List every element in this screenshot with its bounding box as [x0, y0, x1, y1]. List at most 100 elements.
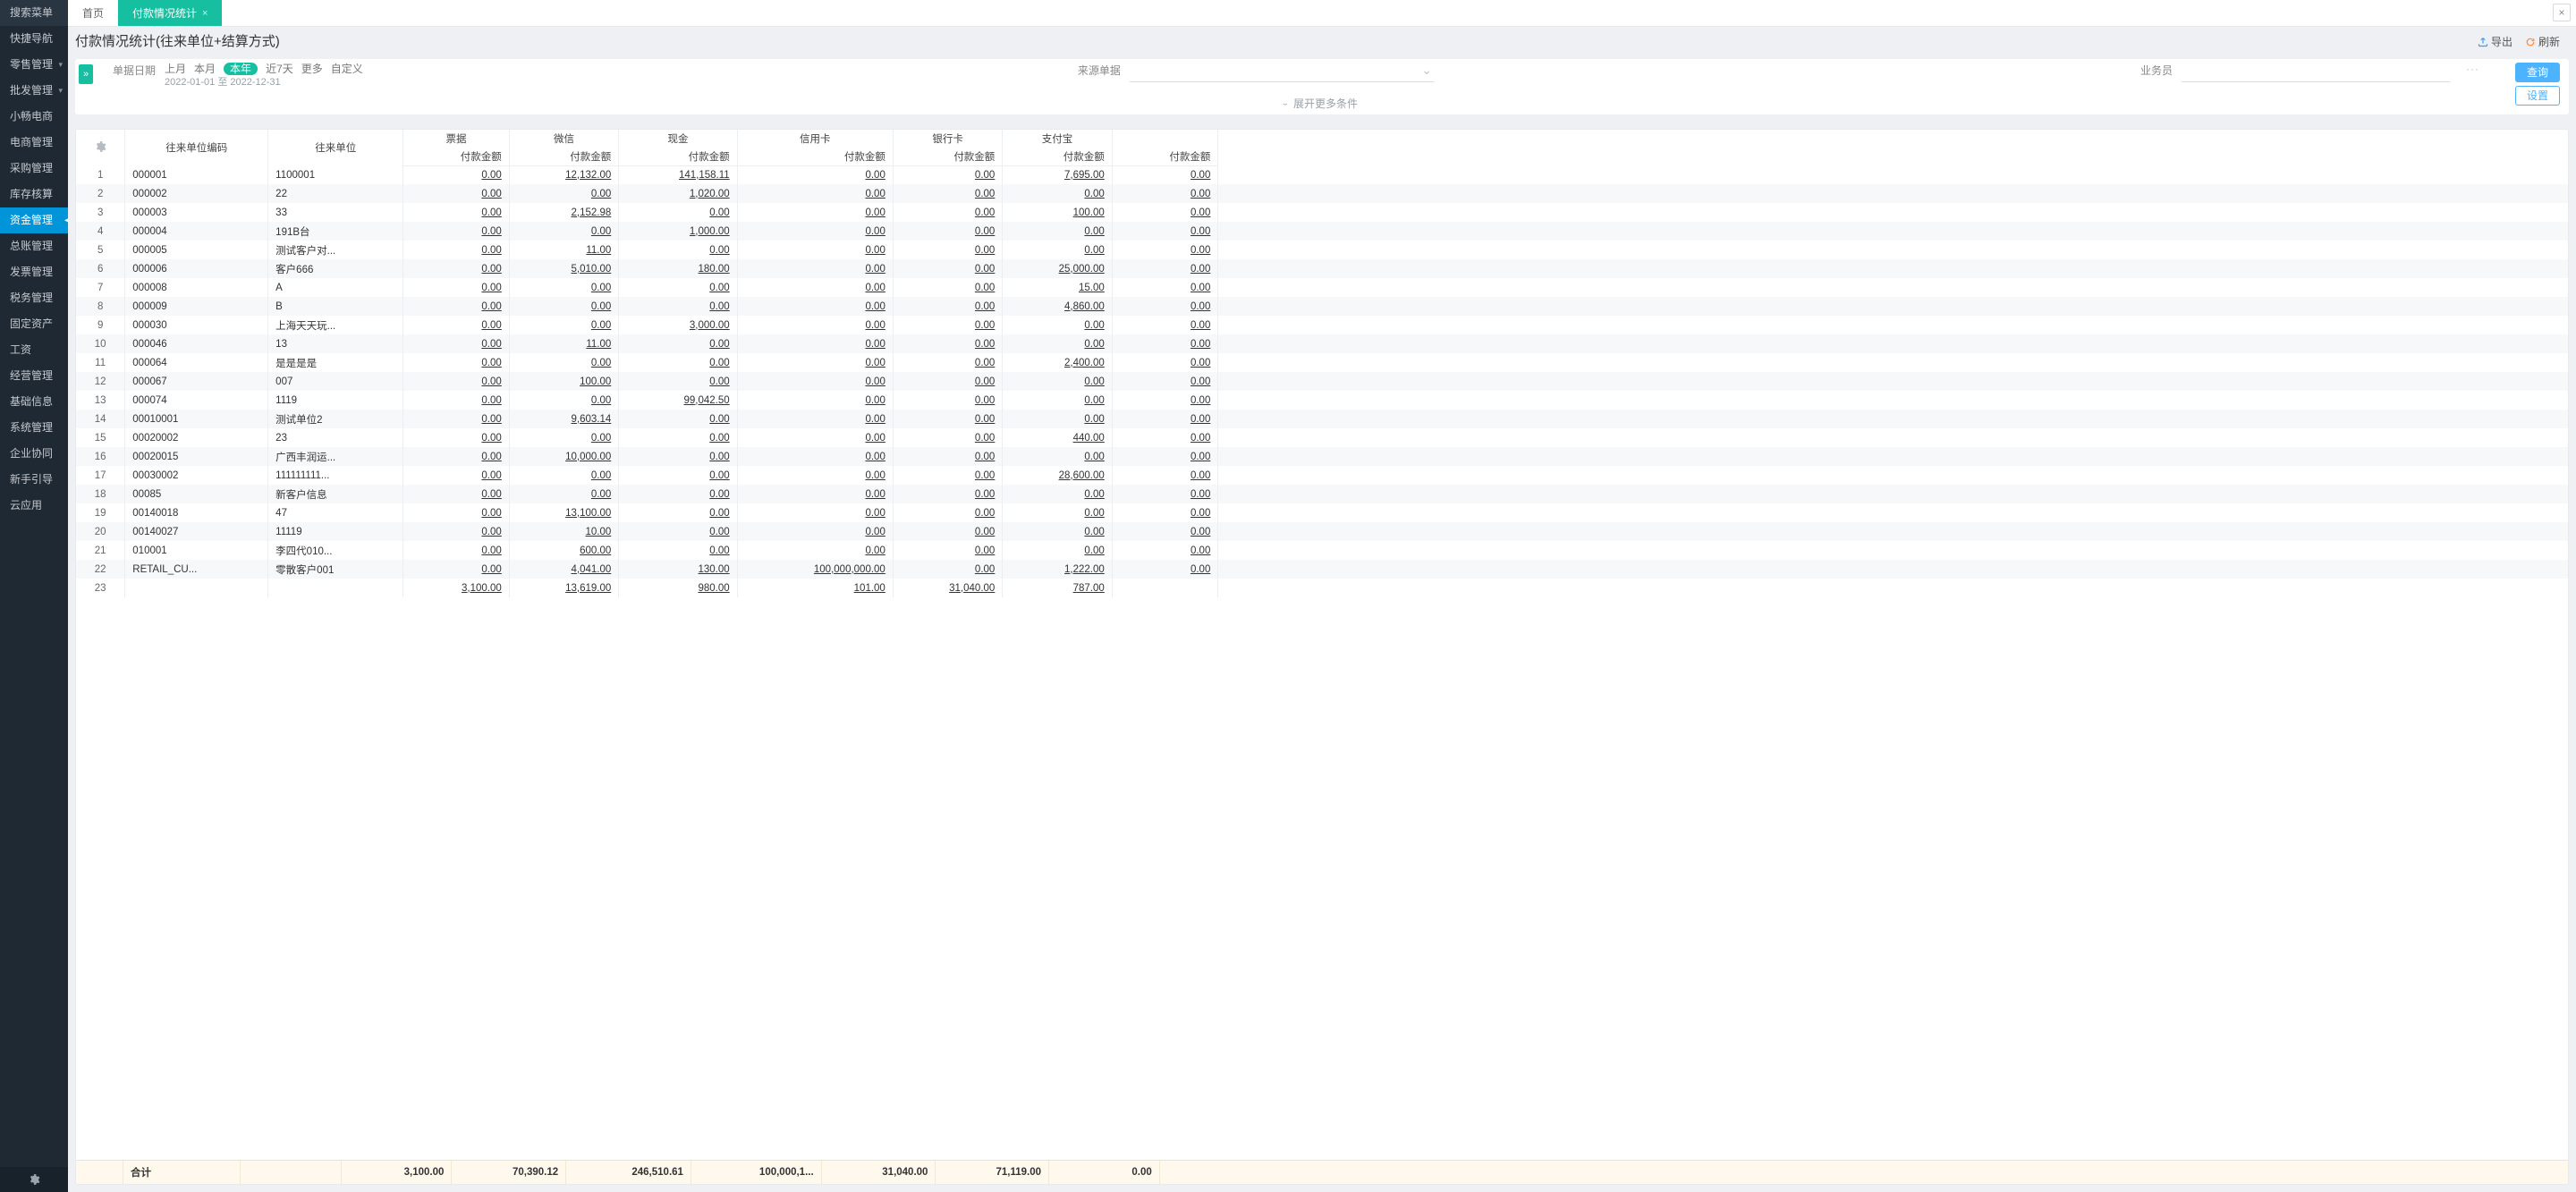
amount-link[interactable]: 9,603.14: [572, 414, 612, 425]
amount-link[interactable]: 141,158.11: [679, 170, 730, 181]
amount-link[interactable]: 0.00: [975, 264, 995, 275]
table-row[interactable]: 21010001李四代010...0.00600.000.000.000.000…: [76, 541, 2568, 560]
amount-link[interactable]: 0.00: [709, 207, 729, 218]
table-row[interactable]: 7000008A0.000.000.000.000.0015.000.00: [76, 278, 2568, 297]
amount-link[interactable]: 0.00: [591, 301, 611, 312]
amount-link[interactable]: 100,000,000.00: [814, 564, 886, 575]
nav-item[interactable]: 税务管理: [0, 285, 68, 311]
col-header[interactable]: 付款金额: [1112, 148, 1218, 165]
amount-link[interactable]: 99,042.50: [684, 395, 730, 406]
nav-item[interactable]: 工资: [0, 337, 68, 363]
col-header[interactable]: 付款金额: [619, 148, 737, 165]
amount-link[interactable]: 1,222.00: [1064, 564, 1105, 575]
amount-link[interactable]: 0.00: [481, 470, 501, 481]
refresh-button[interactable]: 刷新: [2525, 27, 2560, 57]
amount-link[interactable]: 0.00: [709, 508, 729, 519]
export-button[interactable]: 导出: [2478, 27, 2512, 57]
table-row[interactable]: 4000004191B台0.000.001,000.000.000.000.00…: [76, 222, 2568, 241]
amount-link[interactable]: 0.00: [481, 376, 501, 387]
nav-item[interactable]: 发票管理: [0, 259, 68, 285]
amount-link[interactable]: 0.00: [975, 489, 995, 500]
amount-link[interactable]: 4,041.00: [572, 564, 612, 575]
table-row[interactable]: 9000030上海天天玩...0.000.003,000.000.000.000…: [76, 316, 2568, 334]
table-row[interactable]: 8000009B0.000.000.000.000.004,860.000.00: [76, 297, 2568, 316]
amount-link[interactable]: 0.00: [975, 414, 995, 425]
amount-link[interactable]: 0.00: [481, 301, 501, 312]
table-row[interactable]: 1600020015广西丰润运...0.0010,000.000.000.000…: [76, 447, 2568, 466]
amount-link[interactable]: 0.00: [1191, 452, 1210, 462]
amount-link[interactable]: 12,132.00: [565, 170, 611, 181]
tab[interactable]: 首页: [68, 0, 118, 26]
amount-link[interactable]: 0.00: [1084, 189, 1104, 199]
table-row[interactable]: 6000006客户6660.005,010.00180.000.000.0025…: [76, 259, 2568, 278]
nav-item[interactable]: 资金管理: [0, 207, 68, 233]
amount-link[interactable]: 0.00: [1191, 414, 1210, 425]
amount-link[interactable]: 0.00: [481, 433, 501, 444]
amount-link[interactable]: 0.00: [481, 283, 501, 293]
nav-item[interactable]: 基础信息: [0, 389, 68, 415]
amount-link[interactable]: 0.00: [591, 320, 611, 331]
amount-link[interactable]: 0.00: [709, 470, 729, 481]
amount-link[interactable]: 0.00: [1191, 264, 1210, 275]
table-row[interactable]: 2000002220.000.001,020.000.000.000.000.0…: [76, 184, 2568, 203]
amount-link[interactable]: 0.00: [1084, 414, 1104, 425]
table-row[interactable]: 11000064是是是是0.000.000.000.000.002,400.00…: [76, 353, 2568, 372]
amount-link[interactable]: 0.00: [1191, 470, 1210, 481]
date-quick-link[interactable]: 本年: [224, 63, 258, 75]
amount-link[interactable]: 0.00: [975, 283, 995, 293]
amount-link[interactable]: 0.00: [865, 452, 885, 462]
table-row[interactable]: 120000670070.00100.000.000.000.000.000.0…: [76, 372, 2568, 391]
table-row[interactable]: 3000003330.002,152.980.000.000.00100.000…: [76, 203, 2568, 222]
nav-item[interactable]: 新手引导: [0, 467, 68, 493]
col-group-header[interactable]: [1112, 130, 1218, 148]
nav-item[interactable]: 系统管理: [0, 415, 68, 441]
amount-link[interactable]: 0.00: [481, 395, 501, 406]
amount-link[interactable]: 0.00: [481, 489, 501, 500]
nav-item[interactable]: 搜索菜单: [0, 0, 68, 26]
amount-link[interactable]: 980.00: [698, 583, 729, 594]
nav-item[interactable]: 库存核算: [0, 182, 68, 207]
amount-link[interactable]: 0.00: [1191, 395, 1210, 406]
date-quick-link[interactable]: 自定义: [331, 63, 363, 75]
col-header[interactable]: 往来单位编码: [125, 130, 268, 165]
amount-link[interactable]: 0.00: [1191, 376, 1210, 387]
table-row[interactable]: 100000111000010.0012,132.00141,158.110.0…: [76, 165, 2568, 184]
amount-link[interactable]: 0.00: [865, 170, 885, 181]
nav-item[interactable]: 总账管理: [0, 233, 68, 259]
nav-item[interactable]: 经营管理: [0, 363, 68, 389]
amount-link[interactable]: 0.00: [865, 189, 885, 199]
nav-item[interactable]: 云应用: [0, 493, 68, 519]
amount-link[interactable]: 7,695.00: [1064, 170, 1105, 181]
amount-link[interactable]: 0.00: [865, 245, 885, 256]
amount-link[interactable]: 0.00: [481, 264, 501, 275]
amount-link[interactable]: 0.00: [1191, 339, 1210, 350]
amount-link[interactable]: 0.00: [1191, 189, 1210, 199]
table-row[interactable]: 1800085新客户信息0.000.000.000.000.000.000.00: [76, 485, 2568, 503]
col-header[interactable]: 往来单位: [268, 130, 403, 165]
close-tab-button[interactable]: ×: [2553, 4, 2571, 21]
amount-link[interactable]: 0.00: [865, 470, 885, 481]
amount-link[interactable]: 0.00: [591, 395, 611, 406]
amount-link[interactable]: 0.00: [975, 189, 995, 199]
col-header[interactable]: 付款金额: [509, 148, 618, 165]
amount-link[interactable]: 0.00: [1084, 245, 1104, 256]
date-quick-link[interactable]: 近7天: [266, 63, 293, 75]
amount-link[interactable]: 0.00: [1191, 320, 1210, 331]
amount-link[interactable]: 1,000.00: [690, 226, 730, 237]
amount-link[interactable]: 0.00: [1191, 508, 1210, 519]
amount-link[interactable]: 0.00: [865, 489, 885, 500]
amount-link[interactable]: 0.00: [1084, 376, 1104, 387]
amount-link[interactable]: 0.00: [1191, 545, 1210, 556]
amount-link[interactable]: 10,000.00: [565, 452, 611, 462]
amount-link[interactable]: 0.00: [1191, 489, 1210, 500]
amount-link[interactable]: 0.00: [1191, 433, 1210, 444]
amount-link[interactable]: 0.00: [865, 545, 885, 556]
amount-link[interactable]: 0.00: [865, 376, 885, 387]
amount-link[interactable]: 0.00: [1084, 452, 1104, 462]
amount-link[interactable]: 0.00: [975, 433, 995, 444]
amount-link[interactable]: 0.00: [481, 527, 501, 537]
amount-link[interactable]: 600.00: [580, 545, 611, 556]
amount-link[interactable]: 0.00: [1191, 358, 1210, 368]
amount-link[interactable]: 2,152.98: [572, 207, 612, 218]
amount-link[interactable]: 100.00: [580, 376, 611, 387]
